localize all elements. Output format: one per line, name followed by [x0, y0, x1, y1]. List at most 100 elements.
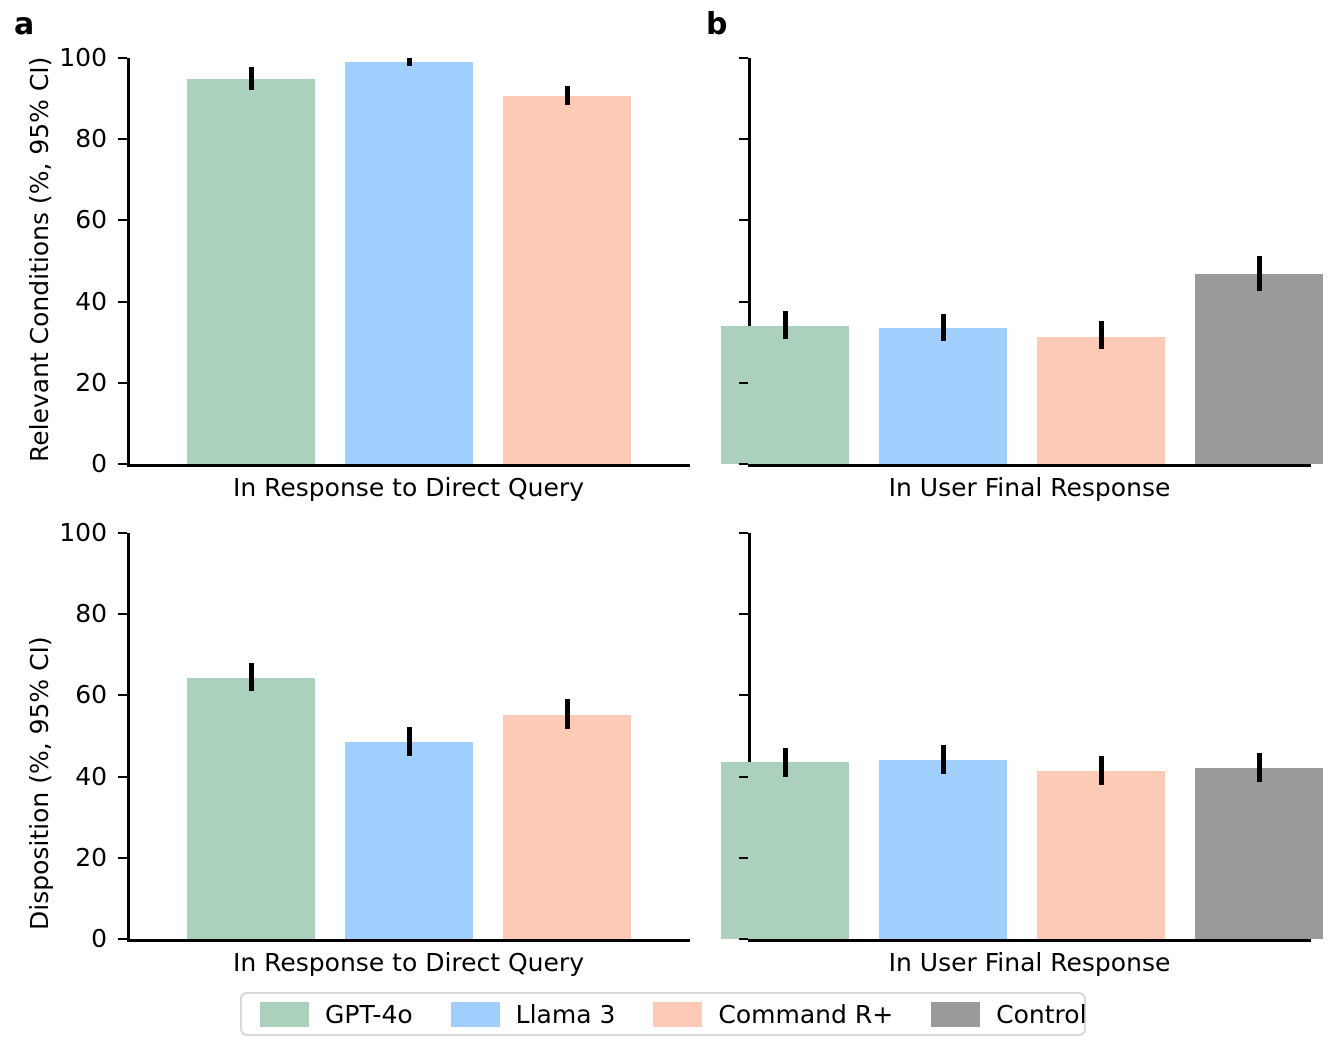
y-axis-tick-label: 0: [91, 449, 107, 478]
y-axis-tick: [739, 300, 748, 303]
legend-swatch-control: [931, 1001, 981, 1027]
y-axis-tick: [118, 463, 127, 465]
error-bar: [249, 662, 254, 692]
y-axis-tick-label: 60: [75, 205, 107, 235]
y-axis-tick-label: 100: [59, 43, 107, 72]
error-bar: [407, 727, 412, 756]
panel-label-b: b: [706, 7, 728, 42]
error-bar: [565, 699, 570, 730]
plot-area: [721, 533, 1323, 939]
y-axis-tick: [118, 300, 127, 303]
y-axis-tick-label: 80: [75, 599, 107, 629]
y-axis-tick-label: 100: [59, 518, 107, 547]
error-bar: [941, 744, 946, 775]
y-axis-tick: [739, 57, 748, 59]
y-axis-tick-label: 0: [91, 924, 107, 953]
y-axis-tick: [739, 856, 748, 859]
bar-llama-3: [345, 62, 473, 464]
legend-item: Command R+: [653, 994, 893, 1034]
legend-item: Control: [931, 994, 1087, 1034]
y-axis-tick: [118, 856, 127, 859]
y-axis-tick: [739, 463, 748, 465]
panel-label-a: a: [14, 7, 35, 42]
y-axis-tick-label: 40: [75, 761, 107, 791]
bar-gpt-4o: [187, 677, 315, 939]
x-axis-title-bl: In Response to Direct Query: [232, 948, 584, 977]
y-axis-title-disposition: Disposition (%, 95% CI): [25, 636, 54, 930]
x-axis-title-tl: In Response to Direct Query: [232, 473, 584, 502]
y-axis-tick: [739, 613, 748, 616]
y-axis-tick: [739, 219, 748, 222]
bar-llama-3: [345, 742, 473, 939]
y-axis-tick-label: 60: [75, 680, 107, 710]
bar-llama-3: [879, 328, 1007, 464]
error-bar: [565, 86, 570, 106]
y-axis-tick: [118, 381, 127, 384]
legend-label-gpt-4o: GPT-4o: [325, 999, 413, 1029]
y-axis-tick-label: 20: [75, 367, 107, 397]
bar-gpt-4o: [721, 325, 849, 464]
bar-command-r-: [1037, 770, 1165, 939]
y-axis-spine: [748, 533, 751, 941]
bar-control: [1195, 274, 1323, 464]
legend: GPT-4o Llama 3 Command R+ Control: [240, 992, 1087, 1036]
y-axis-spine: [748, 58, 751, 466]
y-axis-tick-label: 80: [75, 124, 107, 154]
y-axis-tick: [739, 694, 748, 697]
y-axis-tick: [739, 532, 748, 534]
x-axis-spine: [127, 939, 690, 942]
x-axis-spine: [127, 464, 690, 467]
error-bar: [1257, 753, 1262, 783]
legend-swatch-llama-3: [450, 1001, 500, 1027]
y-axis-tick: [118, 57, 127, 59]
y-axis-tick: [118, 532, 127, 534]
error-bar: [249, 66, 254, 91]
error-bar: [941, 313, 946, 341]
error-bar: [783, 311, 788, 339]
y-axis-tick: [739, 938, 748, 940]
bar-gpt-4o: [187, 79, 315, 464]
y-axis-tick-label: 40: [75, 286, 107, 316]
bar-llama-3: [879, 759, 1007, 939]
y-axis-tick: [739, 775, 748, 778]
legend-label-command-r-plus: Command R+: [718, 999, 894, 1029]
y-axis-tick: [118, 938, 127, 940]
y-axis-tick: [118, 219, 127, 222]
legend-swatch-gpt-4o: [260, 1001, 309, 1027]
legend-item: Llama 3: [450, 994, 616, 1034]
chart-panel-a-top: 0 20 40 60 80 100: [59, 45, 690, 476]
bar-command-r-: [503, 96, 631, 464]
bar-command-r-: [1037, 336, 1165, 464]
x-axis-spine: [748, 464, 1311, 467]
x-axis-spine: [748, 939, 1311, 942]
chart-panel-a-bottom: 0 20 40 60 80 100: [59, 520, 690, 951]
bar-control: [1195, 768, 1323, 939]
y-axis-tick-label: 20: [75, 842, 107, 872]
chart-panel-b-top: [721, 57, 1323, 467]
plot-area: [721, 58, 1323, 464]
y-axis-tick: [118, 775, 127, 778]
bar-command-r-: [503, 714, 631, 939]
chart-panel-b-bottom: [721, 532, 1323, 942]
y-axis-tick: [118, 694, 127, 697]
y-axis-spine: [127, 533, 130, 941]
x-axis-title-br: In User Final Response: [888, 948, 1171, 977]
y-axis-spine: [127, 58, 130, 466]
y-axis-tick: [739, 381, 748, 384]
error-bar: [1099, 321, 1104, 349]
plot-area: [127, 58, 690, 464]
legend-swatch-command-r-plus: [653, 1001, 703, 1027]
plot-area: [127, 533, 690, 939]
y-axis-title-relevant-conditions: Relevant Conditions (%, 95% CI): [25, 56, 54, 462]
bar-gpt-4o: [721, 762, 849, 939]
x-axis-title-tr: In User Final Response: [888, 473, 1171, 502]
legend-label-control: Control: [996, 999, 1087, 1029]
error-bar: [783, 747, 788, 778]
y-axis-tick: [118, 138, 127, 141]
y-axis-tick: [739, 138, 748, 141]
y-axis-tick: [118, 613, 127, 616]
legend-label-llama-3: Llama 3: [515, 999, 616, 1029]
error-bar: [407, 58, 412, 67]
error-bar: [1257, 256, 1262, 292]
